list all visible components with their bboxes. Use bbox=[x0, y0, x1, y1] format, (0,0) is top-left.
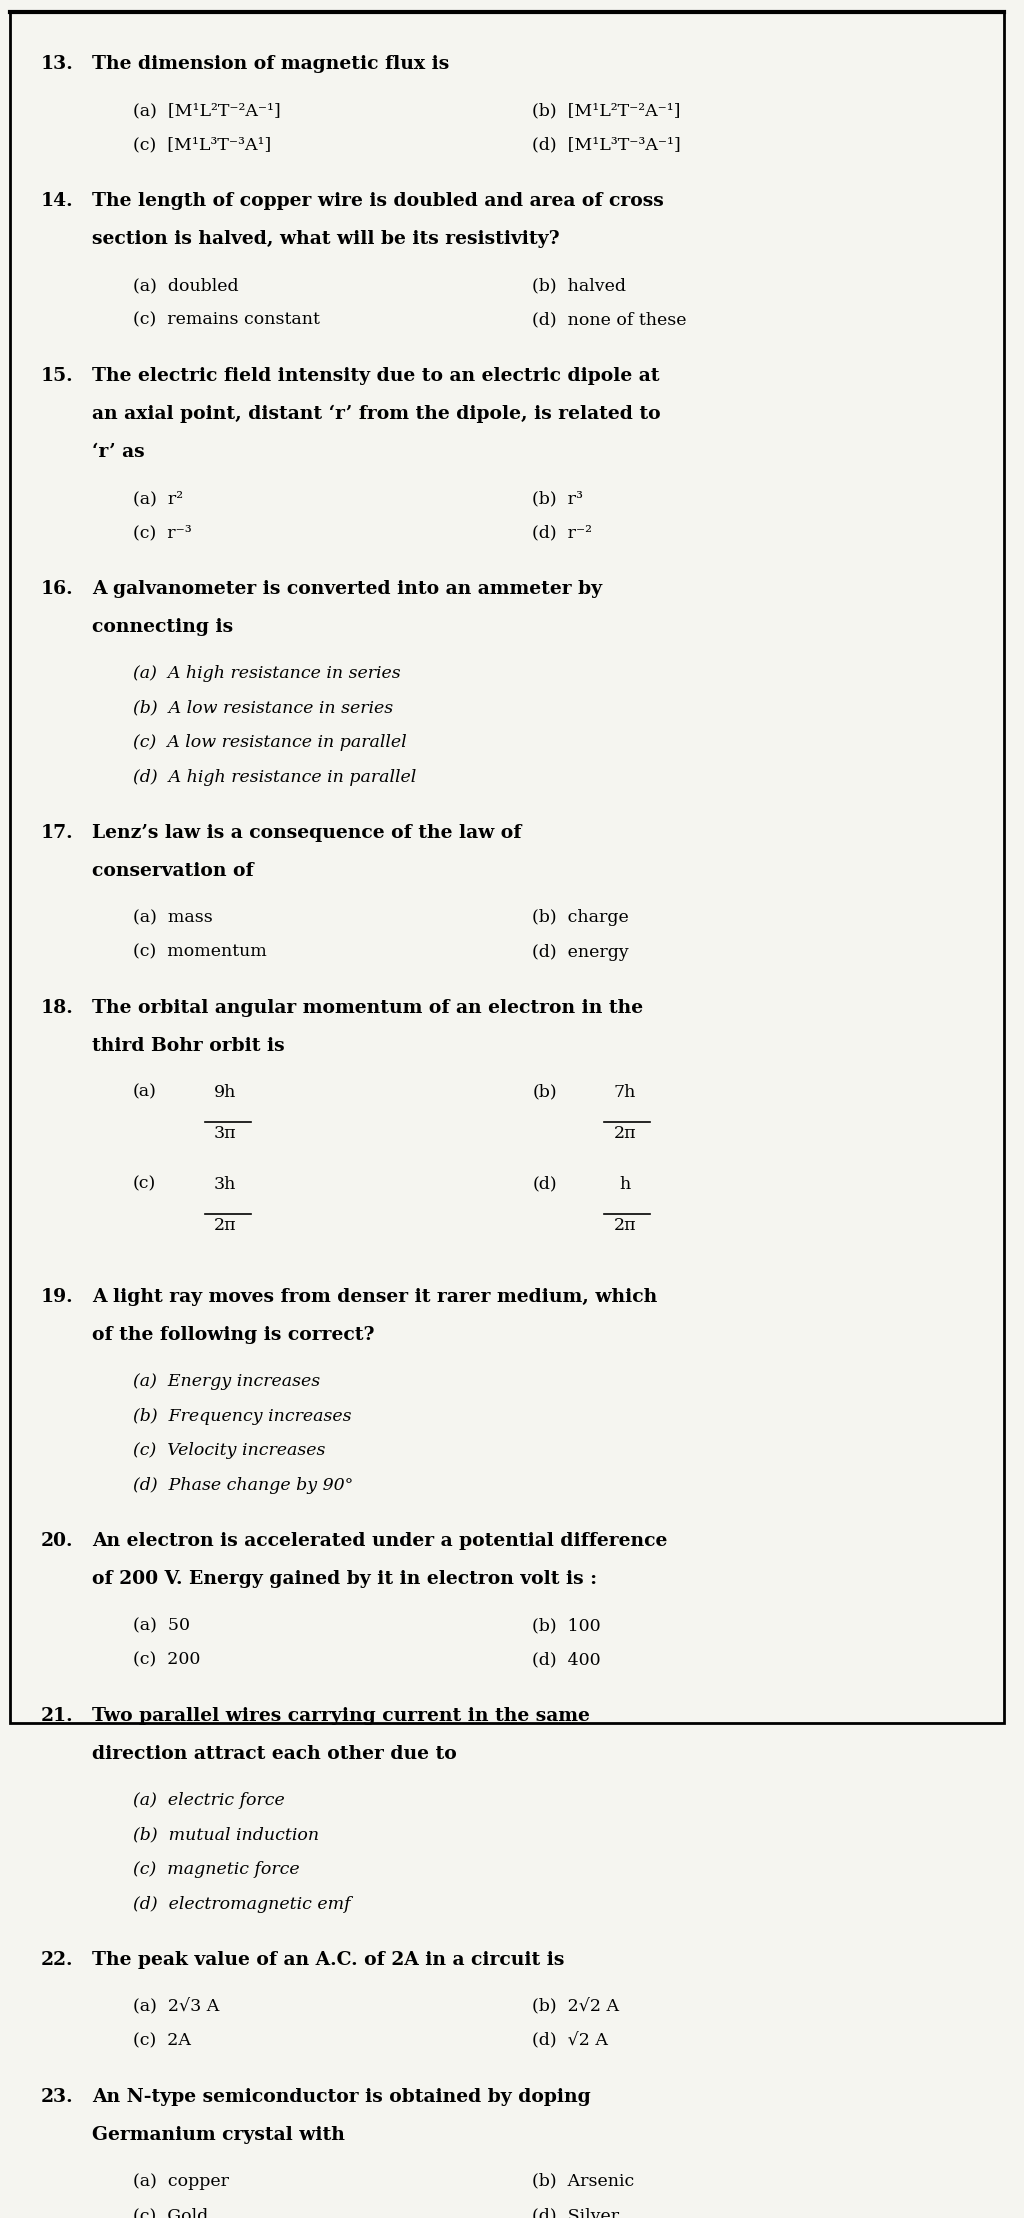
Text: (d)  [M¹L³T⁻³A⁻¹]: (d) [M¹L³T⁻³A⁻¹] bbox=[532, 138, 681, 153]
Text: (c)  200: (c) 200 bbox=[133, 1652, 201, 1668]
Text: 17.: 17. bbox=[41, 825, 74, 843]
Text: 22.: 22. bbox=[41, 1952, 74, 1970]
Text: 2π: 2π bbox=[214, 1218, 237, 1233]
Text: (a)  electric force: (a) electric force bbox=[133, 1792, 285, 1810]
Text: (d)  none of these: (d) none of these bbox=[532, 313, 687, 328]
Text: an axial point, distant ‘r’ from the dipole, is related to: an axial point, distant ‘r’ from the dip… bbox=[92, 406, 660, 424]
Text: (a)  50: (a) 50 bbox=[133, 1617, 190, 1635]
Text: (c)  A low resistance in parallel: (c) A low resistance in parallel bbox=[133, 734, 407, 752]
Text: 14.: 14. bbox=[41, 193, 74, 211]
Text: (a)  A high resistance in series: (a) A high resistance in series bbox=[133, 665, 400, 681]
Text: (c)  [M¹L³T⁻³A¹]: (c) [M¹L³T⁻³A¹] bbox=[133, 138, 271, 153]
Text: third Bohr orbit is: third Bohr orbit is bbox=[92, 1038, 285, 1056]
Text: Two parallel wires carrying current in the same: Two parallel wires carrying current in t… bbox=[92, 1708, 590, 1726]
Text: (c)  Gold: (c) Gold bbox=[133, 2207, 208, 2218]
Text: (a)  mass: (a) mass bbox=[133, 909, 213, 925]
Text: 9h: 9h bbox=[214, 1085, 237, 1100]
Text: (d)  400: (d) 400 bbox=[532, 1652, 601, 1668]
Text: 13.: 13. bbox=[41, 55, 74, 73]
Text: The orbital angular momentum of an electron in the: The orbital angular momentum of an elect… bbox=[92, 998, 643, 1018]
Text: (b)  A low resistance in series: (b) A low resistance in series bbox=[133, 699, 393, 716]
FancyBboxPatch shape bbox=[10, 11, 1004, 1723]
Text: (b)  charge: (b) charge bbox=[532, 909, 629, 925]
Text: (b)  Frequency increases: (b) Frequency increases bbox=[133, 1408, 351, 1424]
Text: 3h: 3h bbox=[214, 1176, 237, 1193]
Text: (b): (b) bbox=[532, 1085, 557, 1100]
Text: (a)  doubled: (a) doubled bbox=[133, 277, 239, 295]
Text: of 200 V. Energy gained by it in electron volt is :: of 200 V. Energy gained by it in electro… bbox=[92, 1570, 597, 1588]
Text: direction attract each other due to: direction attract each other due to bbox=[92, 1746, 457, 1763]
Text: (a)  [M¹L²T⁻²A⁻¹]: (a) [M¹L²T⁻²A⁻¹] bbox=[133, 102, 281, 120]
Text: The length of copper wire is doubled and area of cross: The length of copper wire is doubled and… bbox=[92, 193, 664, 211]
Text: (c)  remains constant: (c) remains constant bbox=[133, 313, 319, 328]
Text: 7h: 7h bbox=[613, 1085, 636, 1100]
Text: ‘r’ as: ‘r’ as bbox=[92, 444, 144, 461]
Text: 21.: 21. bbox=[41, 1708, 74, 1726]
Text: (c)  2A: (c) 2A bbox=[133, 2032, 191, 2049]
Text: (b)  2√2 A: (b) 2√2 A bbox=[532, 1998, 620, 2014]
Text: (b)  halved: (b) halved bbox=[532, 277, 627, 295]
Text: h: h bbox=[620, 1176, 630, 1193]
Text: 18.: 18. bbox=[41, 998, 74, 1018]
Text: (a)  r²: (a) r² bbox=[133, 490, 183, 508]
Text: (d)  Phase change by 90°: (d) Phase change by 90° bbox=[133, 1477, 353, 1495]
Text: (c)  Velocity increases: (c) Velocity increases bbox=[133, 1442, 326, 1459]
Text: 19.: 19. bbox=[41, 1289, 74, 1306]
Text: The electric field intensity due to an electric dipole at: The electric field intensity due to an e… bbox=[92, 366, 659, 386]
Text: An electron is accelerated under a potential difference: An electron is accelerated under a poten… bbox=[92, 1533, 668, 1550]
Text: 16.: 16. bbox=[41, 579, 74, 599]
Text: The peak value of an A.C. of 2A in a circuit is: The peak value of an A.C. of 2A in a cir… bbox=[92, 1952, 564, 1970]
Text: (d)  Silver: (d) Silver bbox=[532, 2207, 620, 2218]
Text: The dimension of magnetic flux is: The dimension of magnetic flux is bbox=[92, 55, 450, 73]
Text: (a)  copper: (a) copper bbox=[133, 2174, 229, 2189]
Text: 15.: 15. bbox=[41, 366, 74, 386]
Text: 3π: 3π bbox=[214, 1125, 237, 1142]
Text: Germanium crystal with: Germanium crystal with bbox=[92, 2127, 345, 2145]
Text: (d)  A high resistance in parallel: (d) A high resistance in parallel bbox=[133, 770, 417, 785]
Text: (a): (a) bbox=[133, 1085, 157, 1100]
Text: 20.: 20. bbox=[41, 1533, 74, 1550]
Text: connecting is: connecting is bbox=[92, 619, 233, 637]
Text: A light ray moves from denser it rarer medium, which: A light ray moves from denser it rarer m… bbox=[92, 1289, 657, 1306]
Text: (d)  √2 A: (d) √2 A bbox=[532, 2032, 608, 2049]
Text: (a)  Energy increases: (a) Energy increases bbox=[133, 1373, 321, 1391]
Text: (a)  2√3 A: (a) 2√3 A bbox=[133, 1998, 219, 2014]
Text: conservation of: conservation of bbox=[92, 863, 254, 881]
Text: of the following is correct?: of the following is correct? bbox=[92, 1326, 375, 1344]
Text: (d)  energy: (d) energy bbox=[532, 943, 629, 960]
Text: An N-type semiconductor is obtained by doping: An N-type semiconductor is obtained by d… bbox=[92, 2087, 591, 2107]
Text: section is halved, what will be its resistivity?: section is halved, what will be its resi… bbox=[92, 231, 560, 248]
Text: (d)  r⁻²: (d) r⁻² bbox=[532, 526, 593, 541]
Text: (c)  r⁻³: (c) r⁻³ bbox=[133, 526, 191, 541]
Text: (d)  electromagnetic emf: (d) electromagnetic emf bbox=[133, 1896, 350, 1912]
Text: A galvanometer is converted into an ammeter by: A galvanometer is converted into an amme… bbox=[92, 579, 602, 599]
Text: 2π: 2π bbox=[613, 1125, 636, 1142]
Text: (c): (c) bbox=[133, 1176, 157, 1193]
Text: Lenz’s law is a consequence of the law of: Lenz’s law is a consequence of the law o… bbox=[92, 825, 521, 843]
Text: (d): (d) bbox=[532, 1176, 557, 1193]
Text: (b)  Arsenic: (b) Arsenic bbox=[532, 2174, 635, 2189]
Text: 23.: 23. bbox=[41, 2087, 74, 2107]
Text: (b)  [M¹L²T⁻²A⁻¹]: (b) [M¹L²T⁻²A⁻¹] bbox=[532, 102, 681, 120]
Text: (c)  momentum: (c) momentum bbox=[133, 943, 267, 960]
Text: (b)  mutual induction: (b) mutual induction bbox=[133, 1828, 319, 1843]
Text: (b)  100: (b) 100 bbox=[532, 1617, 601, 1635]
Text: (b)  r³: (b) r³ bbox=[532, 490, 584, 508]
Text: (c)  magnetic force: (c) magnetic force bbox=[133, 1861, 300, 1879]
Text: 2π: 2π bbox=[613, 1218, 636, 1233]
